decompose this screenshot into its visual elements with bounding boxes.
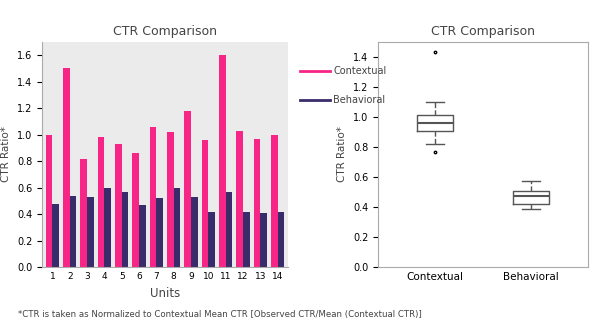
Bar xyxy=(278,212,284,267)
Bar xyxy=(236,131,243,267)
Bar xyxy=(104,188,111,267)
Bar xyxy=(208,212,215,267)
Bar xyxy=(157,198,163,267)
Y-axis label: CTR Ratio*: CTR Ratio* xyxy=(337,127,347,183)
Bar xyxy=(52,204,59,267)
Text: Contextual: Contextual xyxy=(333,66,386,76)
Bar xyxy=(226,192,232,267)
Bar xyxy=(260,213,267,267)
Bar xyxy=(63,68,70,267)
Bar xyxy=(115,144,122,267)
Bar xyxy=(80,158,87,267)
Title: CTR Comparison: CTR Comparison xyxy=(113,25,217,38)
Bar xyxy=(133,153,139,267)
Bar xyxy=(173,188,180,267)
Bar xyxy=(150,127,157,267)
Bar xyxy=(46,135,52,267)
Bar xyxy=(70,196,76,267)
Bar xyxy=(184,111,191,267)
Y-axis label: CTR Ratio*: CTR Ratio* xyxy=(1,127,11,183)
Title: CTR Comparison: CTR Comparison xyxy=(431,25,535,38)
Bar xyxy=(191,197,197,267)
Bar xyxy=(271,135,278,267)
X-axis label: Units: Units xyxy=(150,287,180,300)
Bar xyxy=(98,137,104,267)
Bar xyxy=(219,55,226,267)
Text: *CTR is taken as Normalized to Contextual Mean CTR [Observed CTR/Mean (Contextua: *CTR is taken as Normalized to Contextua… xyxy=(18,310,422,319)
Bar xyxy=(167,132,173,267)
Bar xyxy=(139,205,146,267)
Bar xyxy=(243,212,250,267)
Bar xyxy=(122,192,128,267)
Text: Behavioral: Behavioral xyxy=(333,95,385,105)
Bar xyxy=(87,197,94,267)
Bar xyxy=(202,140,208,267)
Bar xyxy=(254,139,260,267)
